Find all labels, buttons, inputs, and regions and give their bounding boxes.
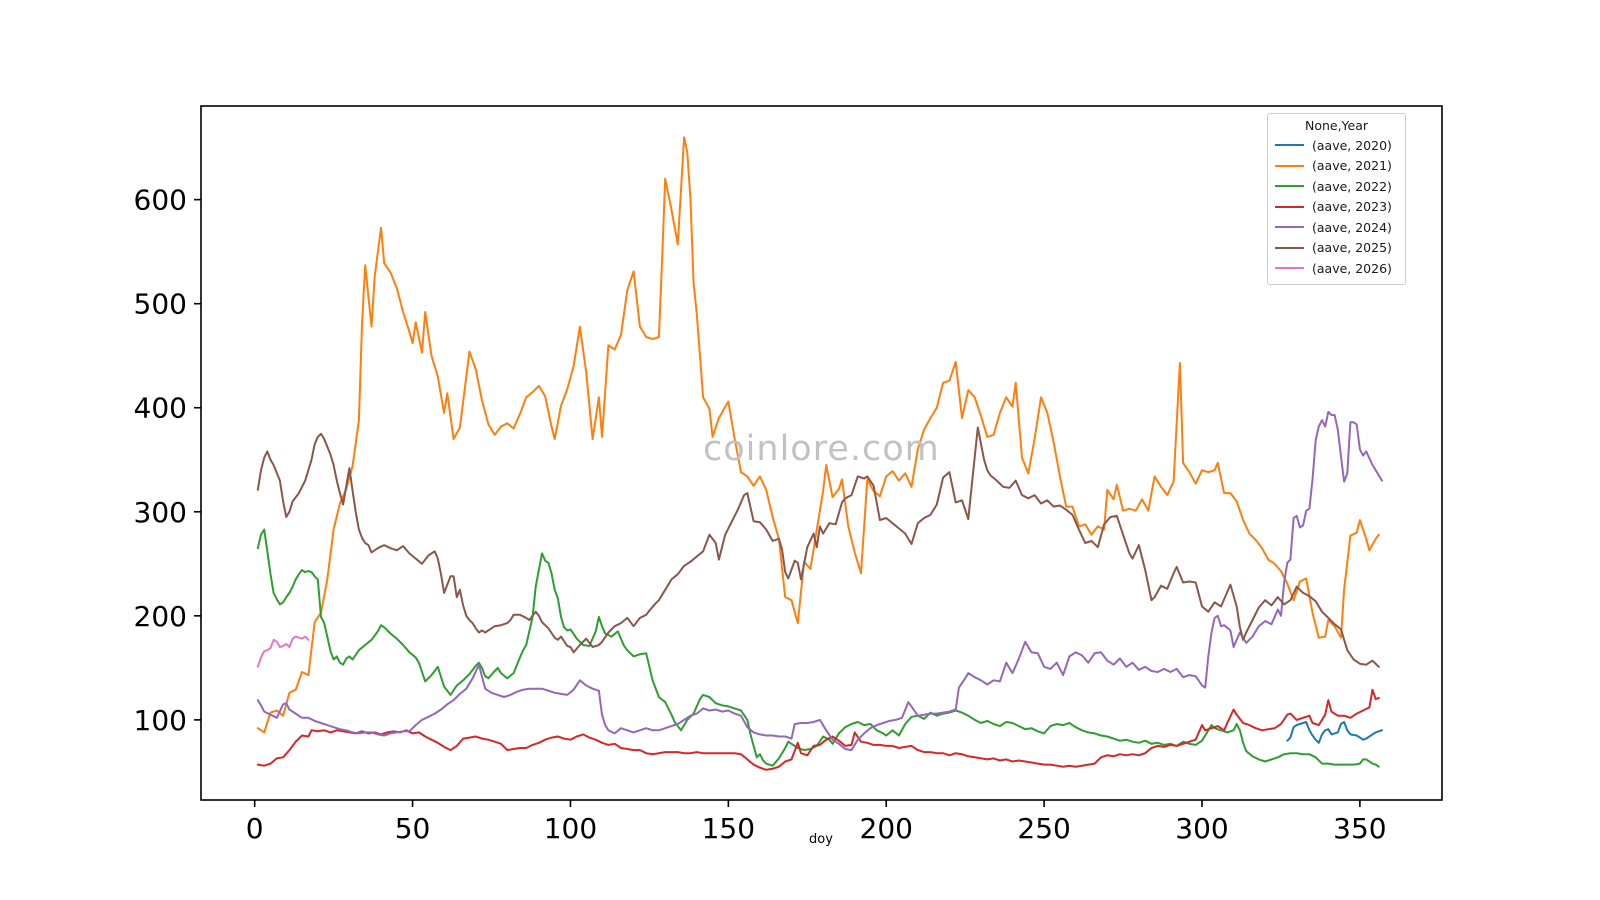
legend-entry-label: (aave, 2025) bbox=[1312, 240, 1392, 256]
series-line-aave-2023 bbox=[256, 688, 1380, 771]
x-axis-label: doy bbox=[809, 832, 833, 847]
y-tick-label: 600 bbox=[134, 184, 187, 217]
series-line-aave-2025 bbox=[256, 426, 1380, 668]
x-tick-label: 0 bbox=[246, 812, 264, 845]
y-tick-label: 500 bbox=[134, 288, 187, 321]
legend-entry-label: (aave, 2020) bbox=[1312, 137, 1392, 153]
x-tick-label: 50 bbox=[395, 812, 431, 845]
watermark: coinlore.com bbox=[703, 429, 940, 469]
x-axis-ticks: 0 50 100 150 200 250 300 350 bbox=[246, 800, 1387, 845]
y-tick-label: 400 bbox=[134, 392, 187, 425]
series-line-aave-2022 bbox=[256, 528, 1380, 768]
y-axis-ticks: 100 200 300 400 500 600 bbox=[134, 184, 201, 737]
legend-line-swatch bbox=[1275, 205, 1304, 208]
legend-entry: (aave, 2023) bbox=[1268, 197, 1405, 218]
legend-entry: (aave, 2022) bbox=[1268, 176, 1405, 197]
y-tick-label: 200 bbox=[134, 600, 187, 633]
legend-entry: (aave, 2024) bbox=[1268, 217, 1405, 238]
legend-entry: (aave, 2020) bbox=[1268, 135, 1405, 156]
legend-entry-label: (aave, 2021) bbox=[1312, 158, 1392, 174]
legend-entry-label: (aave, 2023) bbox=[1312, 199, 1392, 215]
y-tick-label: 100 bbox=[134, 704, 187, 737]
legend-entries: (aave, 2020) (aave, 2021) (aave, 2022) (aav… bbox=[1268, 135, 1405, 279]
series-line-aave-2021 bbox=[256, 136, 1380, 734]
legend: None,Year (aave, 2020) (aave, 2021) (aave,… bbox=[1267, 113, 1406, 285]
legend-title: None,Year bbox=[1304, 118, 1369, 133]
legend-line-swatch bbox=[1275, 226, 1304, 229]
legend-line-swatch bbox=[1275, 185, 1304, 188]
plot-frame bbox=[200, 105, 1443, 801]
series-line-aave-2020 bbox=[1286, 721, 1383, 744]
x-tick-label: 250 bbox=[1017, 812, 1070, 845]
legend-entry: (aave, 2026) bbox=[1268, 258, 1405, 279]
series-line-aave-2024 bbox=[256, 410, 1383, 752]
legend-line-swatch bbox=[1275, 144, 1304, 147]
legend-entry: (aave, 2025) bbox=[1268, 238, 1405, 259]
y-tick-label: 300 bbox=[134, 496, 187, 529]
legend-entry-label: (aave, 2026) bbox=[1312, 260, 1392, 276]
x-tick-label: 200 bbox=[860, 812, 913, 845]
x-tick-label: 350 bbox=[1333, 812, 1386, 845]
legend-entry-label: (aave, 2024) bbox=[1312, 219, 1392, 235]
legend-line-swatch bbox=[1275, 267, 1304, 270]
legend-entry-label: (aave, 2022) bbox=[1312, 178, 1392, 194]
legend-line-swatch bbox=[1275, 246, 1304, 249]
x-tick-label: 300 bbox=[1175, 812, 1228, 845]
legend-line-swatch bbox=[1275, 164, 1304, 167]
legend-entry: (aave, 2021) bbox=[1268, 156, 1405, 177]
series-lines bbox=[256, 136, 1383, 771]
series-line-aave-2026 bbox=[256, 635, 310, 668]
x-tick-label: 100 bbox=[544, 812, 597, 845]
x-tick-label: 150 bbox=[702, 812, 755, 845]
